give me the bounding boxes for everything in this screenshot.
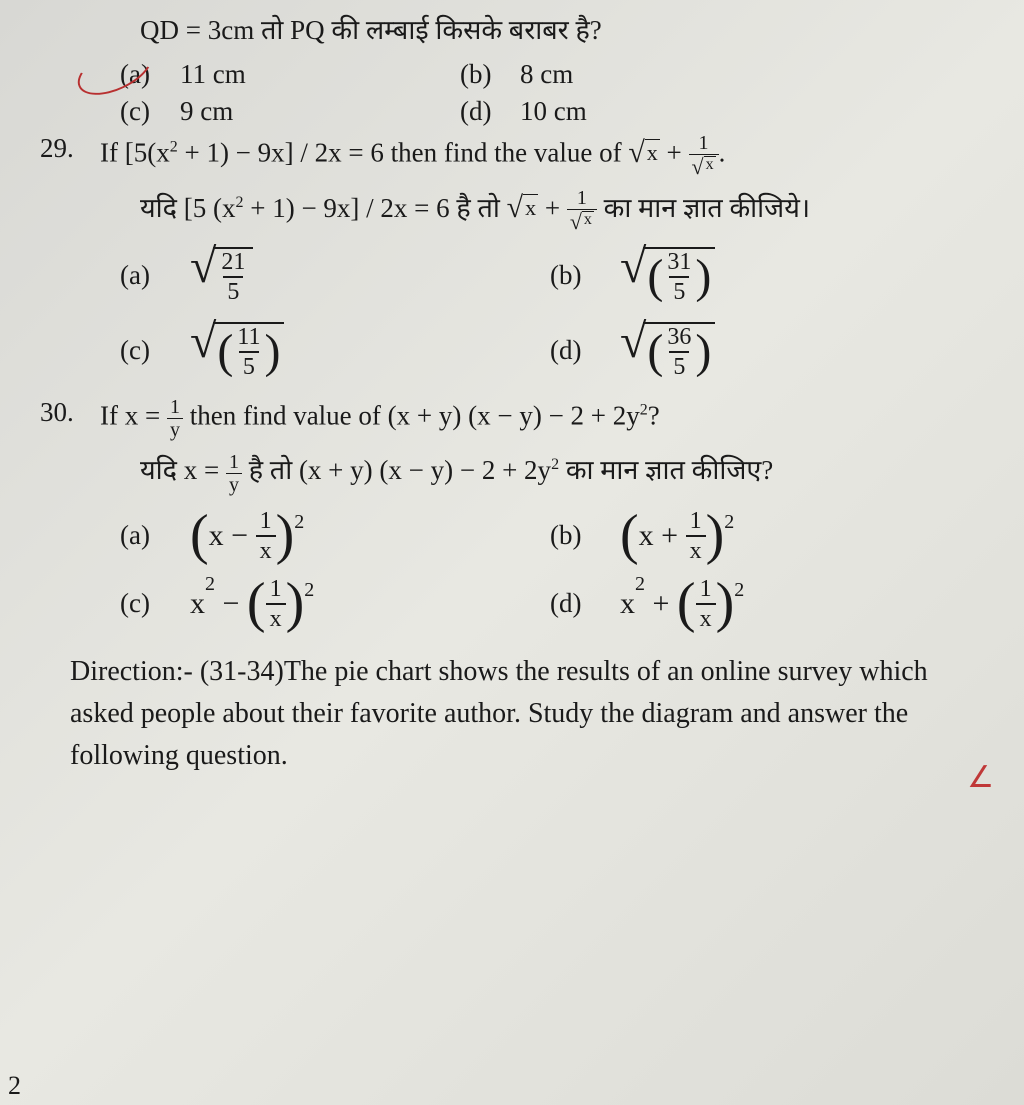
q30-opt-d-label: (d) — [550, 588, 620, 619]
q29-opt-c-label: (c) — [120, 335, 190, 366]
q29-row: 29. If [5(x2 + 1) − 9x] / 2x = 6 then fi… — [40, 133, 984, 178]
opt-b-label: (b) — [460, 59, 520, 90]
q29-opt-b-label: (b) — [550, 260, 620, 291]
frac-1-y: 1y — [167, 397, 183, 440]
opt-d-val: 10 cm — [520, 96, 587, 127]
q29-en-mid: + 1) − 9x] / 2x = 6 then find the value … — [178, 138, 629, 168]
frac-1-sqrtx: 1 √x — [567, 188, 597, 233]
opt-c-label: (c) — [120, 96, 180, 127]
sup-2: 2 — [170, 139, 178, 156]
q30-hindi: यदि x = 1y है तो (x + y) (x − y) − 2 + 2… — [140, 450, 984, 494]
opt-a-val: 11 cm — [180, 59, 460, 90]
plus-text: + — [667, 138, 689, 168]
frac-1-y: 1y — [226, 452, 242, 495]
q30-opt-d: x2 + ( 1x )2 — [620, 577, 744, 631]
q30-opt-a-label: (a) — [120, 520, 190, 551]
q30-english: If x = 1y then find value of (x + y) (x … — [100, 397, 660, 440]
opt-a-label: (a) — [120, 59, 180, 90]
q29-opt-d: √ (365) — [620, 322, 715, 379]
q29-number: 29. — [40, 133, 100, 178]
opt-d-label: (d) — [460, 96, 520, 127]
q29-en-end: . — [719, 138, 726, 168]
q30-opts-row-2: (c) x2 − ( 1x )2 (d) x2 + ( 1x )2 — [120, 577, 984, 631]
intro-opts-row-2: (c) 9 cm (d) 10 cm — [120, 96, 984, 127]
q30-opt-c-label: (c) — [120, 588, 190, 619]
q29-hindi: यदि [5 (x2 + 1) − 9x] / 2x = 6 है तो √x … — [140, 188, 984, 233]
q29-opts-row-2: (c) √ (115) (d) √ (365) — [120, 322, 984, 379]
q29-opt-a: √ 215 — [190, 247, 253, 304]
q30-opt-b: ( x + 1x )2 — [620, 509, 734, 563]
sqrt-x-icon: √x — [628, 139, 659, 166]
q29-english: If [5(x2 + 1) − 9x] / 2x = 6 then find t… — [100, 133, 725, 178]
intro-opts-row-1: (a) 11 cm (b) 8 cm — [120, 59, 984, 90]
page-corner-number: 2 — [8, 1071, 21, 1101]
q29-opt-c: √ (115) — [190, 322, 284, 379]
direction-text: Direction:- (31-34)The pie chart shows t… — [70, 651, 984, 777]
sqrt-x-icon: √x — [507, 194, 538, 221]
q30-opt-a: ( x − 1x )2 — [190, 509, 304, 563]
q30-opt-c: x2 − ( 1x )2 — [190, 577, 314, 631]
q30-row: 30. If x = 1y then find value of (x + y)… — [40, 397, 984, 440]
question-intro: QD = 3cm तो PQ की लम्बाई किसके बराबर है? — [140, 10, 984, 47]
q30-opt-b-label: (b) — [550, 520, 620, 551]
q29-opt-d-label: (d) — [550, 335, 620, 366]
q29-opts-row-1: (a) √ 215 (b) √ (315) — [120, 247, 984, 304]
q29-en-pre: If [5(x — [100, 138, 170, 168]
opt-c-val: 9 cm — [180, 96, 460, 127]
q30-opts-row-1: (a) ( x − 1x )2 (b) ( x + 1x )2 — [120, 509, 984, 563]
q30-number: 30. — [40, 397, 100, 440]
q29-opt-b: √ (315) — [620, 247, 715, 304]
opt-b-val: 8 cm — [520, 59, 573, 90]
frac-1-sqrtx: 1 √x — [689, 133, 719, 178]
q29-opt-a-label: (a) — [120, 260, 190, 291]
